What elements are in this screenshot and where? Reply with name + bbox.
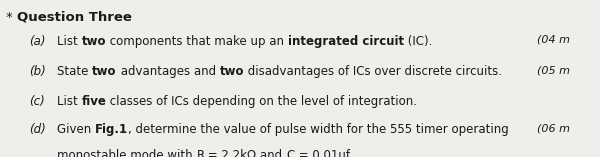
Text: C: C — [286, 149, 295, 157]
Text: (d): (d) — [29, 123, 46, 136]
Text: (IC).: (IC). — [404, 35, 432, 48]
Text: (04 m: (04 m — [537, 35, 570, 45]
Text: monostable mode with: monostable mode with — [57, 149, 196, 157]
Text: integrated circuit: integrated circuit — [288, 35, 404, 48]
Text: two: two — [82, 35, 106, 48]
Text: (06 m: (06 m — [537, 123, 570, 133]
Text: Question Three: Question Three — [17, 11, 132, 24]
Text: five: five — [82, 95, 106, 108]
Text: Fig.1: Fig.1 — [95, 123, 128, 136]
Text: (05 m: (05 m — [537, 65, 570, 75]
Text: components that make up an: components that make up an — [106, 35, 288, 48]
Text: disadvantages of ICs over discrete circuits.: disadvantages of ICs over discrete circu… — [244, 65, 502, 78]
Text: State: State — [57, 65, 92, 78]
Text: List: List — [57, 35, 82, 48]
Text: (c): (c) — [29, 95, 44, 108]
Text: = 2.2kΩ and: = 2.2kΩ and — [205, 149, 286, 157]
Text: *: * — [6, 11, 17, 24]
Text: two: two — [220, 65, 244, 78]
Text: List: List — [57, 95, 82, 108]
Text: Given: Given — [57, 123, 95, 136]
Text: = 0.01μf.: = 0.01μf. — [295, 149, 353, 157]
Text: advantages and: advantages and — [116, 65, 220, 78]
Text: classes of ICs depending on the level of integration.: classes of ICs depending on the level of… — [106, 95, 418, 108]
Text: , determine the value of pulse width for the 555 timer operating: , determine the value of pulse width for… — [128, 123, 509, 136]
Text: R: R — [196, 149, 205, 157]
Text: (a): (a) — [29, 35, 46, 48]
Text: (b): (b) — [29, 65, 46, 78]
Text: two: two — [92, 65, 116, 78]
